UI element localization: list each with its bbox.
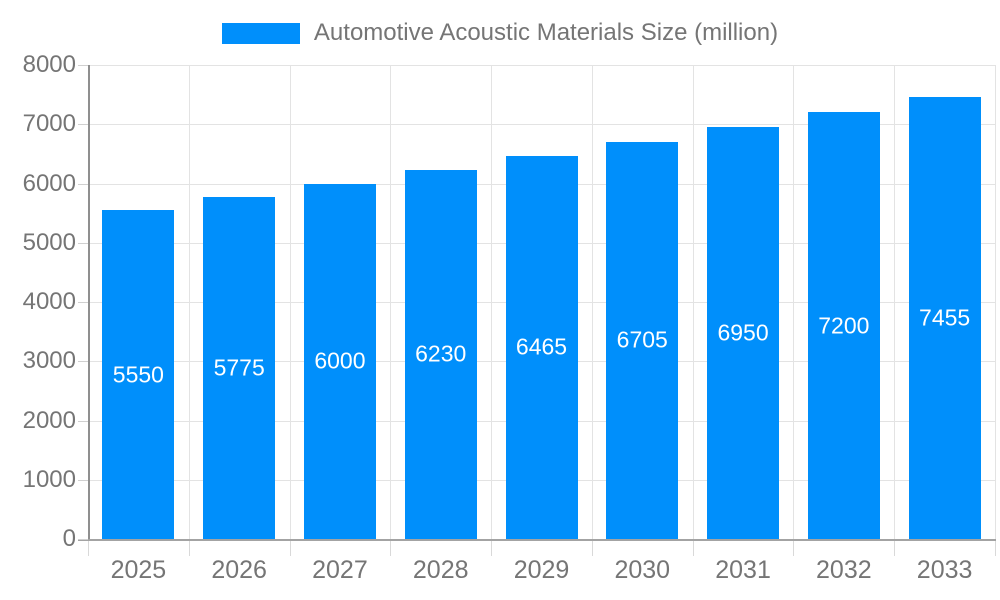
y-tick: [78, 65, 88, 66]
x-tick-label: 2031: [715, 556, 771, 584]
y-tick: [78, 539, 88, 540]
y-axis-line: [88, 65, 90, 541]
x-tick-label: 2030: [614, 556, 671, 584]
v-gridline: [390, 65, 392, 539]
x-tick-label: 2025: [110, 556, 167, 584]
v-gridline: [995, 65, 996, 539]
bar-value-label: 6465: [515, 333, 568, 360]
bar-value-label: 5550: [112, 361, 164, 388]
y-tick-label: 8000: [22, 51, 76, 78]
v-gridline: [591, 65, 593, 539]
bar-2025[interactable]: [102, 210, 175, 539]
x-tick-label: 2026: [211, 556, 267, 584]
bar-value-label: 6000: [314, 347, 366, 374]
bar-value-label: 6705: [616, 326, 668, 353]
bar-value-label: 7200: [818, 312, 870, 339]
x-tick-label: 2027: [312, 556, 368, 584]
legend-swatch-icon: [221, 22, 300, 44]
bar-2030[interactable]: [606, 141, 679, 539]
x-tick-label: 2029: [513, 556, 570, 584]
x-tick: [188, 541, 190, 556]
y-tick-label: 1000: [22, 465, 76, 493]
v-gridline: [894, 65, 896, 539]
v-gridline: [289, 65, 291, 539]
y-tick: [78, 479, 88, 481]
x-tick-label: 2033: [916, 556, 973, 584]
x-axis-line: [78, 539, 996, 541]
legend[interactable]: Automotive Acoustic Materials Size (mill…: [0, 14, 1000, 52]
y-tick: [78, 361, 88, 363]
y-tick-label: 2000: [22, 406, 76, 434]
h-gridline: [88, 65, 995, 66]
bar-value-label: 6230: [415, 340, 467, 367]
v-gridline: [692, 65, 694, 539]
bar-2033[interactable]: [908, 97, 981, 539]
x-tick-label: 2028: [412, 556, 469, 584]
bar-value-label: 5775: [213, 354, 265, 381]
x-tick: [88, 541, 89, 556]
bar-2027[interactable]: [303, 183, 376, 539]
h-gridline: [88, 124, 995, 126]
x-tick: [289, 541, 291, 556]
legend-label: Automotive Acoustic Materials Size (mill…: [313, 19, 779, 46]
y-tick-label: 6000: [22, 169, 76, 197]
y-tick: [78, 124, 88, 126]
v-gridline: [793, 65, 795, 539]
y-tick-label: 4000: [22, 288, 76, 315]
bar-2032[interactable]: [807, 112, 880, 539]
x-tick: [793, 541, 795, 556]
bar-value-label: 6950: [717, 319, 769, 346]
bar-2031[interactable]: [707, 127, 780, 539]
bar-2028[interactable]: [404, 169, 477, 539]
x-tick: [894, 541, 896, 556]
y-tick: [78, 420, 88, 422]
y-tick: [78, 242, 88, 244]
x-tick: [591, 541, 593, 556]
y-tick-label: 0: [62, 525, 76, 552]
y-tick: [78, 183, 88, 185]
y-tick-label: 3000: [22, 347, 76, 375]
bar-value-label: 7455: [919, 304, 971, 331]
y-tick: [78, 302, 88, 303]
x-tick: [995, 541, 996, 556]
bar-2026[interactable]: [203, 196, 276, 539]
y-tick-label: 7000: [22, 110, 76, 138]
y-tick-label: 5000: [22, 228, 76, 256]
v-gridline: [188, 65, 190, 539]
x-tick-label: 2032: [816, 556, 872, 584]
x-tick: [390, 541, 392, 556]
v-gridline: [491, 65, 493, 539]
bar-2029[interactable]: [505, 155, 578, 539]
plot-area: 5550 5775 6000 6230 6465 6705 6950 7200 7455: [88, 65, 996, 539]
x-tick: [491, 541, 493, 556]
x-tick: [692, 541, 694, 556]
